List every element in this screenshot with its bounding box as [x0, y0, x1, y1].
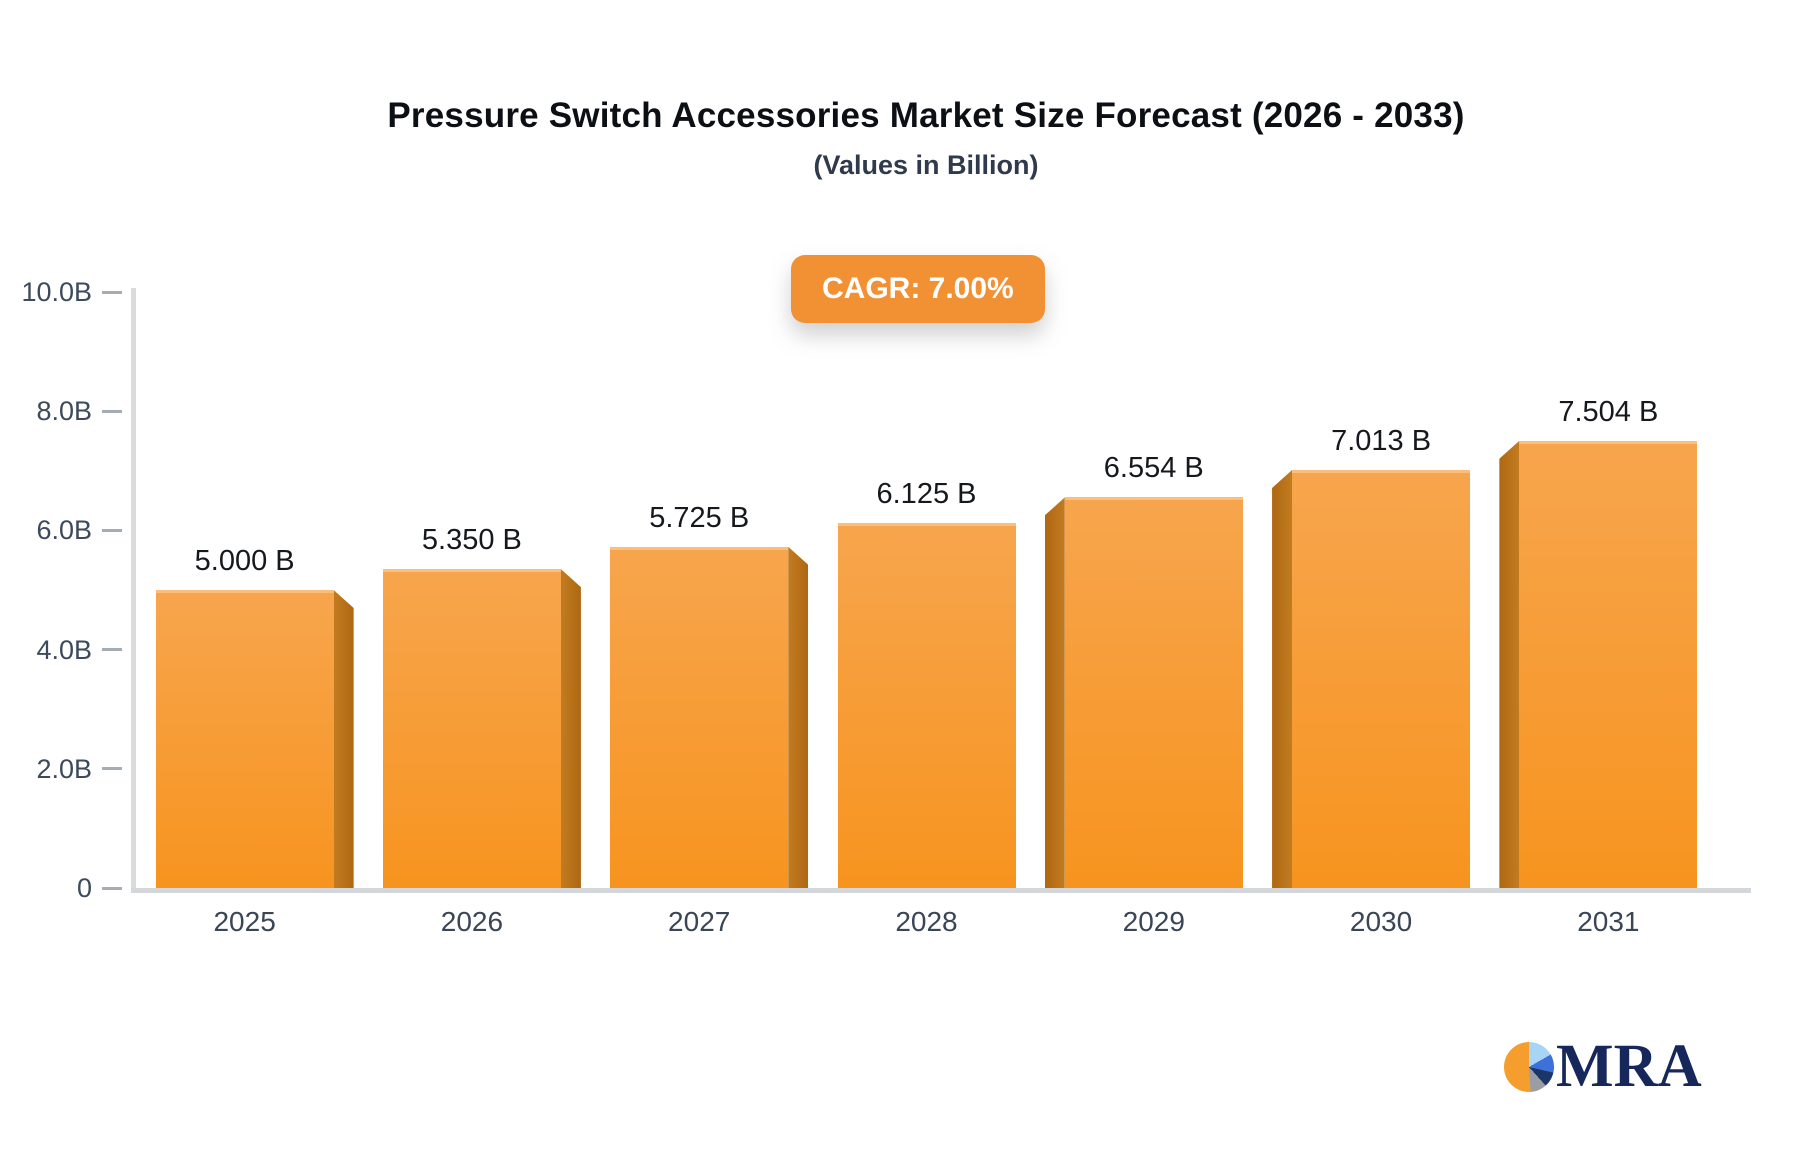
y-tick-mark [102, 528, 122, 532]
y-axis-line [131, 288, 136, 888]
bar-value-label: 6.554 B [1103, 452, 1204, 485]
y-tick-mark [102, 648, 122, 652]
bar-value-label: 7.504 B [1558, 395, 1659, 428]
bar-2030 [1292, 470, 1471, 888]
bar-value-label: 7.013 B [1331, 425, 1432, 458]
y-tick-label: 4.0B [36, 634, 92, 665]
bar-3d-side [1272, 470, 1293, 888]
y-tick-mark [102, 409, 122, 413]
bar-value-label: 5.000 B [194, 545, 295, 577]
y-tick-label: 2.0B [36, 753, 92, 784]
y-tick-label: 0 [76, 873, 92, 903]
bar-value-label: 6.125 B [876, 477, 977, 510]
y-tick-label: 10.0B [21, 277, 92, 307]
x-axis-label-2029: 2029 [1122, 906, 1185, 937]
x-axis-label-2026: 2026 [440, 906, 504, 937]
bar-value-label: 5.725 B [649, 501, 750, 534]
y-tick-mark [102, 767, 122, 771]
brand-logo: MRA [1504, 1033, 1702, 1100]
y-tick-label: 6.0B [36, 515, 92, 546]
x-axis-label-2031: 2031 [1577, 906, 1640, 937]
bar-2025 [155, 590, 334, 888]
y-tick-mark [102, 290, 122, 294]
pie-chart-logo-icon [1504, 1042, 1554, 1092]
chart-title: Pressure Switch Accessories Market Size … [387, 96, 1465, 135]
x-axis-line [131, 888, 1751, 893]
x-axis-label-2027: 2027 [668, 906, 731, 937]
cagr-badge: CAGR: 7.00% [791, 255, 1045, 323]
bar-3d-side [788, 546, 809, 888]
bar-3d-side [560, 569, 581, 888]
x-axis-label-2025: 2025 [213, 906, 276, 937]
bar-2027 [610, 546, 789, 888]
bar-3d-side [1499, 440, 1520, 888]
brand-logo-text: MRA [1556, 1033, 1702, 1100]
y-tick-mark [102, 886, 122, 890]
plot-area: 10.0B 8.0B 6.0B 4.0B 2.0B 0 5.000 B 2025 5.350 B… [21, 277, 1751, 937]
x-axis-label-2028: 2028 [895, 906, 958, 937]
bar-3d-side [1044, 497, 1065, 888]
bar-2029 [1064, 497, 1243, 888]
chart-header: Pressure Switch Accessories Market Size … [52, 0, 1800, 181]
bar-2031 [1519, 440, 1698, 888]
y-tick-label: 8.0B [36, 396, 92, 427]
bar-3d-side [333, 590, 354, 888]
x-axis-label-2030: 2030 [1349, 906, 1413, 937]
bar-2028 [837, 522, 1016, 888]
bar-value-label: 5.350 B [421, 524, 522, 557]
bar-2026 [382, 569, 561, 888]
chart-subtitle: (Values in Billion) [813, 150, 1039, 180]
